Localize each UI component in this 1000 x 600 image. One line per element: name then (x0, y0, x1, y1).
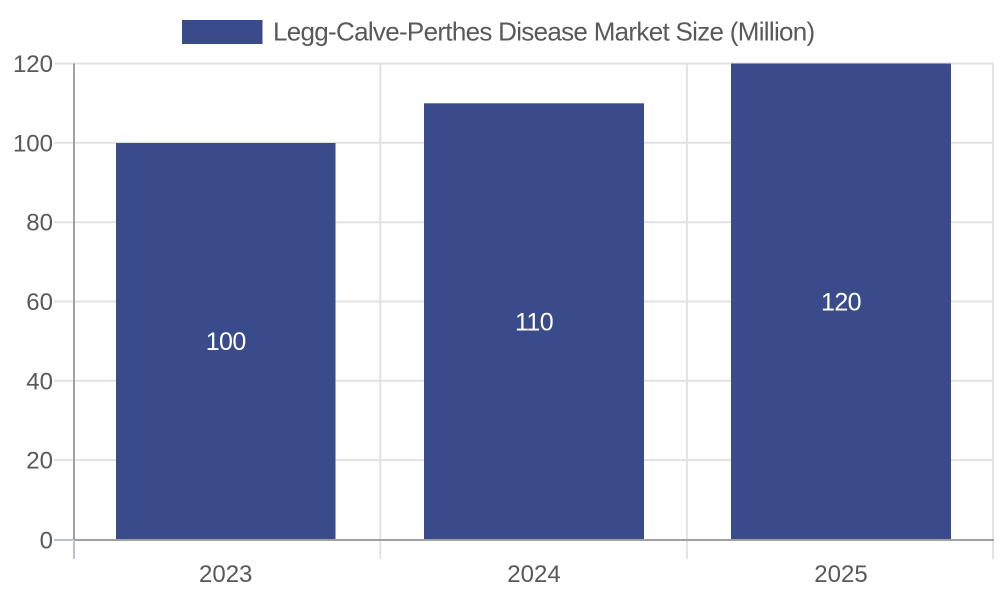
svg-text:2025: 2025 (814, 561, 867, 588)
svg-text:Legg-Calve-Perthes Disease Mar: Legg-Calve-Perthes Disease Market Size (… (273, 16, 815, 46)
svg-text:120: 120 (821, 288, 861, 316)
svg-text:120: 120 (13, 51, 53, 78)
svg-text:100: 100 (13, 130, 53, 157)
svg-text:2023: 2023 (199, 561, 252, 588)
svg-text:0: 0 (40, 528, 53, 555)
svg-text:40: 40 (26, 368, 53, 395)
svg-text:110: 110 (515, 308, 553, 336)
svg-text:80: 80 (26, 210, 53, 237)
svg-text:100: 100 (206, 328, 246, 356)
svg-text:60: 60 (26, 289, 53, 316)
svg-text:20: 20 (26, 448, 53, 475)
svg-text:2024: 2024 (507, 561, 560, 588)
